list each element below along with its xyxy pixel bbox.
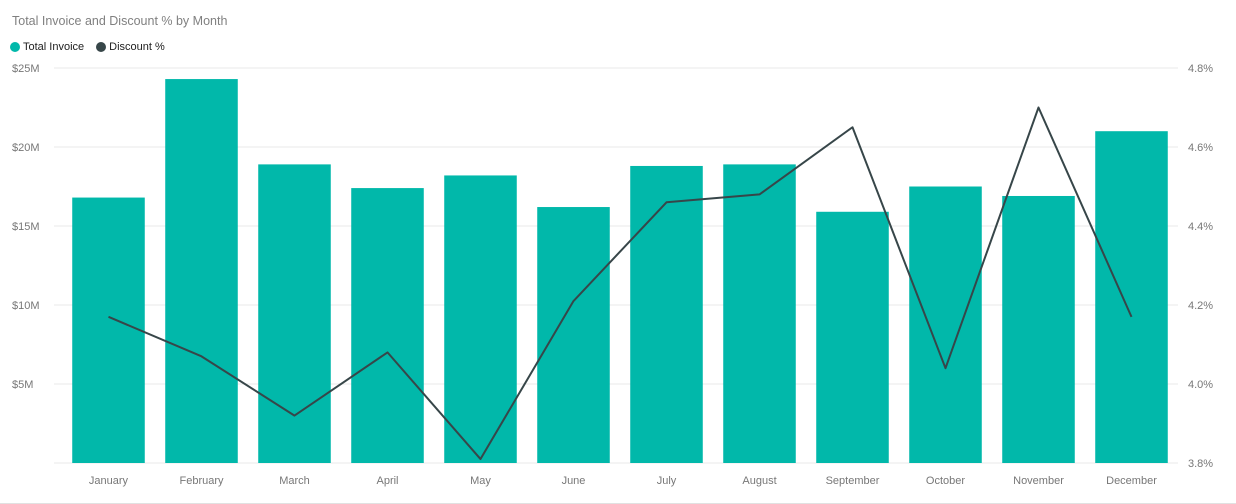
left-axis-tick-label: $25M (12, 63, 40, 75)
right-axis-tick-label: 4.2% (1188, 300, 1213, 312)
left-axis-tick-label: $5M (12, 379, 33, 391)
x-axis-label-june: June (562, 475, 586, 487)
right-axis-tick-label: 4.0% (1188, 379, 1213, 391)
bar-march[interactable] (258, 164, 331, 463)
legend-label-discount: Discount % (109, 41, 165, 53)
bar-june[interactable] (537, 207, 610, 463)
x-axis-label-february: February (179, 475, 224, 487)
bar-january[interactable] (72, 197, 145, 463)
bar-july[interactable] (630, 165, 703, 463)
bar-may[interactable] (444, 175, 517, 463)
left-axis-tick-label: $15M (12, 221, 40, 233)
right-axis-tick-label: 4.8% (1188, 63, 1213, 75)
bar-december[interactable] (1095, 131, 1168, 463)
x-axis-label-december: December (1106, 475, 1157, 487)
legend-marker-discount-icon (96, 42, 107, 52)
x-axis-label-september: September (826, 475, 880, 487)
right-axis-tick-label: 3.8% (1188, 458, 1213, 470)
legend-label-total-invoice: Total Invoice (23, 41, 85, 53)
x-axis-label-august: August (742, 475, 776, 487)
legend-marker-total-invoice-icon (10, 42, 20, 52)
right-axis-tick-label: 4.6% (1188, 142, 1213, 154)
legend: Total Invoice Discount % (10, 41, 165, 53)
discount-percent-line[interactable] (108, 106, 1133, 461)
left-axis-tick-label: $20M (12, 142, 40, 154)
x-axis-label-april: April (376, 475, 398, 487)
x-axis-label-october: October (926, 475, 965, 487)
bar-november[interactable] (1002, 195, 1075, 464)
legend-item-discount[interactable]: Discount % (96, 41, 165, 53)
x-axis-label-july: July (657, 475, 677, 487)
x-axis-label-march: March (279, 475, 310, 487)
bar-october[interactable] (909, 186, 982, 464)
bar-august[interactable] (723, 164, 796, 463)
legend-item-total-invoice[interactable]: Total Invoice (10, 41, 84, 53)
x-axis-label-january: January (89, 475, 129, 487)
right-axis-tick-label: 4.4% (1188, 221, 1213, 233)
x-axis-label-november: November (1013, 475, 1064, 487)
bar-february[interactable] (165, 79, 238, 463)
bar-september[interactable] (816, 211, 889, 463)
x-axis-label-may: May (470, 475, 491, 487)
bar-april[interactable] (351, 188, 424, 463)
chart-title: Total Invoice and Discount % by Month (12, 14, 228, 28)
left-axis-tick-label: $10M (12, 300, 40, 312)
